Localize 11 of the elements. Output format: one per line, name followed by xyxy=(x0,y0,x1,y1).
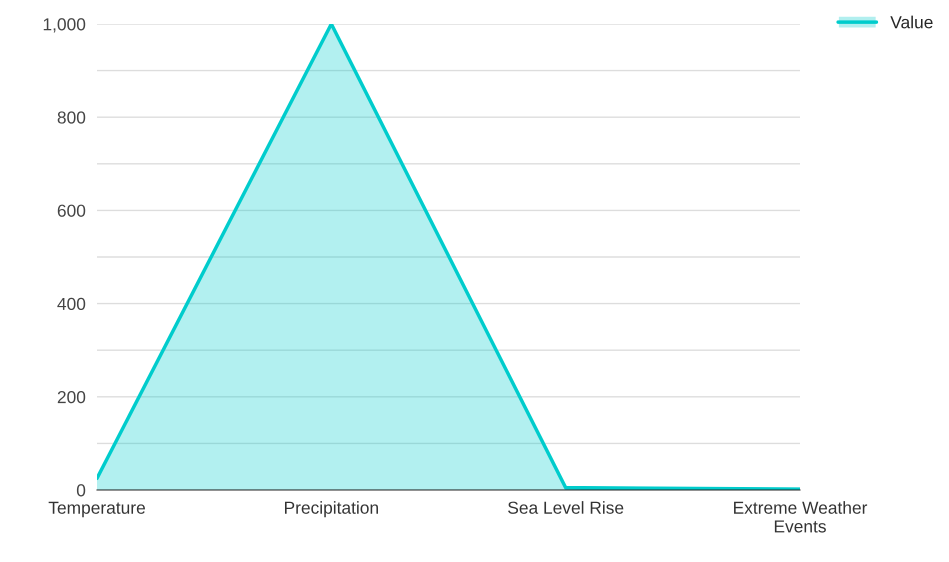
y-tick-label: 1,000 xyxy=(44,18,86,33)
y-tick-label: 0 xyxy=(76,484,86,496)
x-tick-label: Temperature xyxy=(48,502,145,518)
y-tick-label: 800 xyxy=(58,111,86,124)
legend-label: Value xyxy=(890,16,933,28)
y-tick-label: 600 xyxy=(58,204,86,217)
x-tick-label: Precipitation xyxy=(284,501,378,518)
y-tick-label: 200 xyxy=(58,390,86,404)
y-tick-label: 400 xyxy=(57,298,86,310)
x-tick-label: Sea Level Rise xyxy=(508,501,624,514)
x-tick-label: Extreme Weather Events xyxy=(734,501,868,533)
